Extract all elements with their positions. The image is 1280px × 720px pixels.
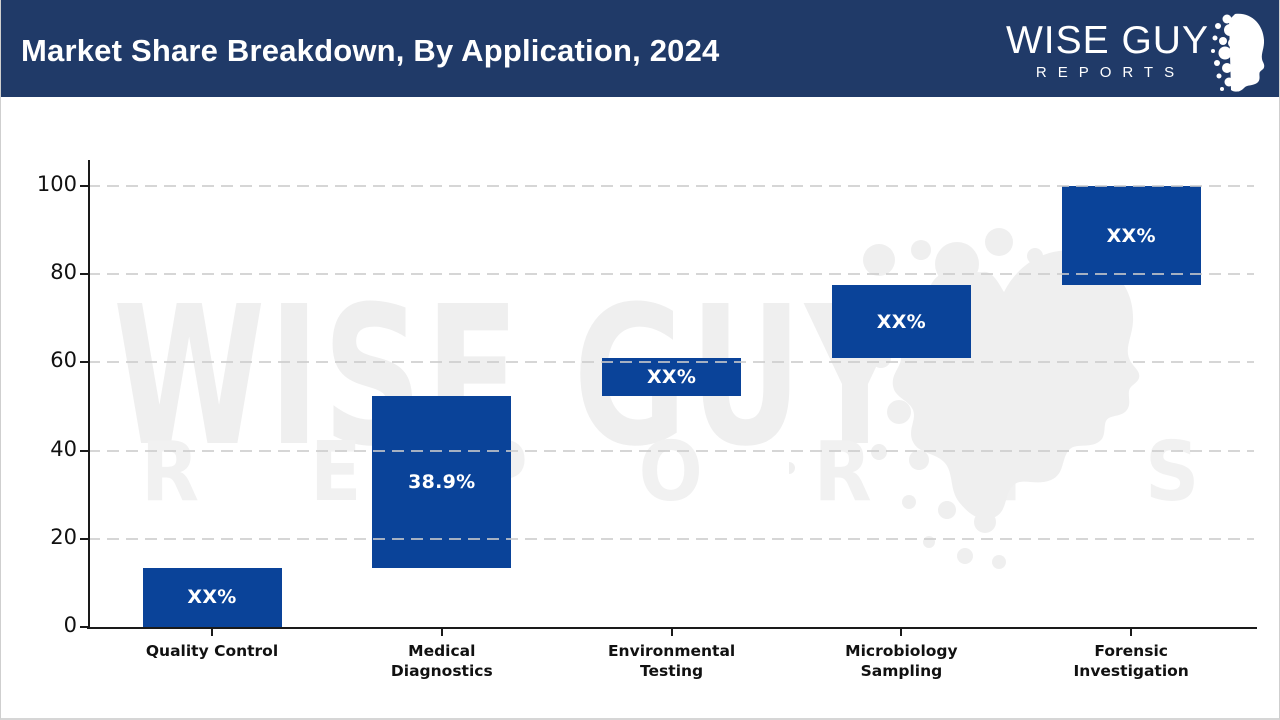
y-tick-label: 100 [36,172,77,196]
x-category-label-medical-diagnostics: Medical Diagnostics [390,642,493,680]
y-tick-label: 0 [63,613,77,637]
page-title: Market Share Breakdown, By Application, … [21,33,720,68]
logo-head-icon [1211,13,1265,92]
wise-guy-reports-logo: WISE GUY REPORTS [1006,6,1267,92]
y-axis-spine [88,160,90,629]
bar-value-label: XX% [876,310,927,333]
x-axis-tick [1130,629,1133,636]
x-axis-tick [211,629,213,636]
bar-value-label: 38.9% [408,471,476,494]
y-axis-tick [80,626,88,628]
y-tick-label: 40 [50,436,77,461]
bar-environmental-testing: XX% [602,357,742,397]
x-category-label-forensic-investigation: Forensic Investigation [1073,642,1189,680]
y-tick-label: 80 [50,260,77,285]
bar-quality-control: XX% [142,567,282,627]
y-axis-tick [80,449,88,452]
header-banner: Market Share Breakdown, By Application, … [1,0,1279,97]
x-axis-tick [900,629,903,636]
y-tick-label: 20 [50,524,77,549]
y-axis-tick [80,537,88,540]
logo-wordmark: WISE GUY REPORTS [1005,19,1209,82]
x-axis-tick [670,629,673,636]
y-tick-label: 60 [50,348,77,373]
x-category-label-quality-control: Quality Control [145,642,279,660]
gridline-100 [88,185,1254,187]
gridline-80 [88,273,1254,276]
gridline-20 [88,537,1254,540]
bar-medical-diagnostics: 38.9% [372,396,512,568]
y-axis-tick [80,185,88,187]
gridline-60 [88,361,1254,364]
x-category-label-microbiology-sampling: Microbiology Sampling [845,642,958,680]
bar-value-label: XX% [646,366,697,389]
x-axis-tick [440,629,443,636]
logo-reports-text: REPORTS [1035,64,1186,81]
x-category-label-environmental-testing: Environmental Testing [607,642,736,680]
logo-wiseguy-text: WISE GUY [1005,19,1209,62]
gridline-40 [88,449,1254,452]
y-axis-tick [80,361,88,364]
bar-value-label: XX% [187,586,237,609]
x-axis-spine [87,627,1257,629]
bar-value-label: XX% [1106,224,1156,247]
bar-microbiology-sampling: XX% [831,285,971,358]
y-axis-tick [80,273,88,276]
bar-forensic-investigation: XX% [1061,186,1201,286]
